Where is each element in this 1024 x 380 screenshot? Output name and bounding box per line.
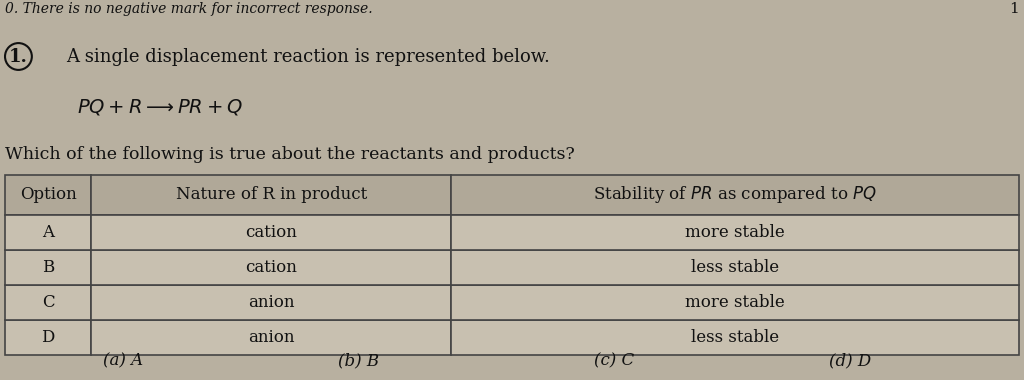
Bar — [91, 285, 452, 320]
Bar — [5, 320, 91, 355]
Text: anion: anion — [248, 329, 295, 346]
Text: more stable: more stable — [685, 294, 785, 311]
Text: anion: anion — [248, 294, 295, 311]
Text: Stability of $PR$ as compared to $PQ$: Stability of $PR$ as compared to $PQ$ — [593, 184, 877, 205]
Text: less stable: less stable — [691, 259, 779, 276]
Text: more stable: more stable — [685, 223, 785, 241]
Bar — [91, 320, 452, 355]
Text: less stable: less stable — [691, 329, 779, 346]
Text: 0. There is no negative mark for incorrect response.: 0. There is no negative mark for incorre… — [5, 2, 373, 16]
Text: (b) B: (b) B — [338, 352, 379, 369]
Bar — [452, 285, 1019, 320]
Text: cation: cation — [246, 223, 297, 241]
Text: C: C — [42, 294, 54, 311]
Bar — [91, 175, 452, 214]
Text: D: D — [42, 329, 55, 346]
Text: Nature of R in product: Nature of R in product — [175, 186, 367, 203]
Bar — [452, 320, 1019, 355]
Bar — [5, 285, 91, 320]
Text: A single displacement reaction is represented below.: A single displacement reaction is repres… — [67, 48, 551, 65]
Bar — [91, 214, 452, 250]
Bar — [452, 250, 1019, 285]
Bar — [5, 175, 91, 214]
Text: B: B — [42, 259, 54, 276]
Text: 1.: 1. — [9, 48, 28, 65]
Text: (a) A: (a) A — [102, 352, 143, 369]
Text: (d) D: (d) D — [828, 352, 871, 369]
Text: 1: 1 — [1009, 2, 1019, 16]
Bar — [452, 175, 1019, 214]
Text: Which of the following is true about the reactants and products?: Which of the following is true about the… — [5, 146, 574, 163]
Bar — [452, 214, 1019, 250]
Text: (c) C: (c) C — [594, 352, 635, 369]
Bar — [5, 250, 91, 285]
Text: cation: cation — [246, 259, 297, 276]
Text: Option: Option — [19, 186, 77, 203]
Bar — [5, 214, 91, 250]
Text: $PQ + R \longrightarrow PR + Q$: $PQ + R \longrightarrow PR + Q$ — [77, 97, 243, 117]
Text: A: A — [42, 223, 54, 241]
Bar — [91, 250, 452, 285]
